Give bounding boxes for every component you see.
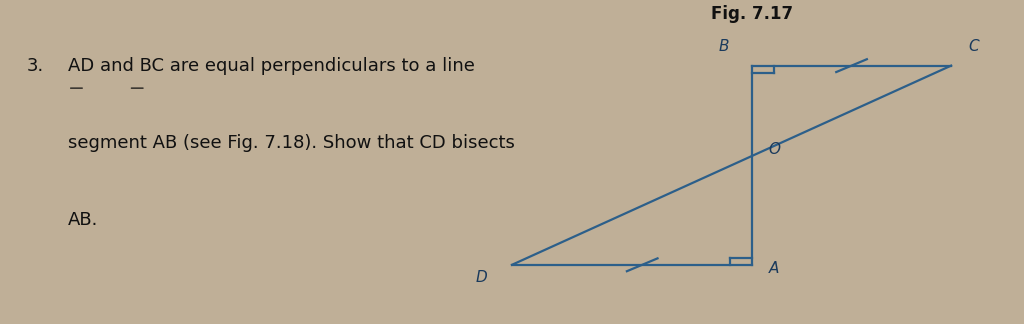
Text: C: C	[969, 39, 979, 54]
Text: O: O	[768, 142, 780, 156]
Text: AB.: AB.	[68, 211, 98, 229]
Text: 3.: 3.	[27, 57, 44, 75]
Text: B: B	[718, 39, 729, 54]
Text: segment AB (see Fig. 7.18). Show that CD bisects: segment AB (see Fig. 7.18). Show that CD…	[68, 134, 515, 152]
Text: A: A	[769, 260, 779, 275]
Text: D: D	[475, 270, 487, 285]
Text: Fig. 7.17: Fig. 7.17	[711, 5, 793, 23]
Text: AD and BC are equal perpendiculars to a line: AD and BC are equal perpendiculars to a …	[68, 57, 475, 75]
